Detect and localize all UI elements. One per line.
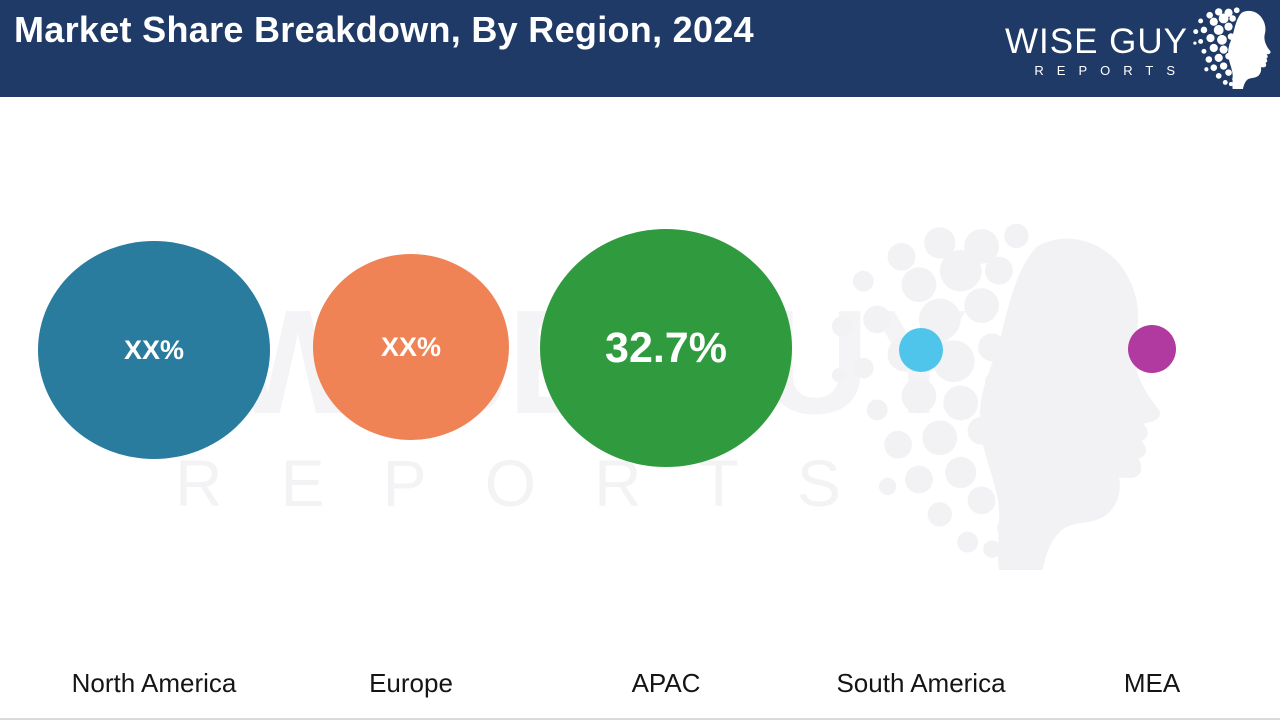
category-label-apac: APAC xyxy=(631,668,701,698)
bubble-value-label: XX% xyxy=(123,334,185,365)
category-label-europe: Europe xyxy=(369,668,453,698)
bubble-value-label: 32.7% xyxy=(605,323,727,372)
category-label-mea: MEA xyxy=(1123,668,1181,698)
watermark-head-icon xyxy=(800,222,1184,570)
brand-wordmark: WISE GUY REPORTS xyxy=(1005,24,1188,78)
bubble-europe: XX% xyxy=(313,254,509,440)
bubble-apac: 32.7% xyxy=(540,229,792,467)
brand-head-icon xyxy=(1190,6,1272,90)
brand-tagline-text: REPORTS xyxy=(1034,63,1188,78)
bubble-value-label: XX% xyxy=(380,331,442,362)
bubble-south-america xyxy=(899,328,943,372)
brand-name-text: WISE GUY xyxy=(1004,22,1188,61)
bubble-mea xyxy=(1128,325,1176,373)
page-title: Market Share Breakdown, By Region, 2024 xyxy=(14,9,754,50)
brand-logo: WISE GUY REPORTS xyxy=(1005,6,1272,90)
category-label-north-america: North America xyxy=(71,668,237,698)
category-label-south-america: South America xyxy=(836,668,1006,698)
watermark-reports-text: REPORTS xyxy=(175,446,899,520)
footer-divider-line xyxy=(0,718,1280,720)
bubble-north-america: XX% xyxy=(38,241,270,459)
header-bar: Market Share Breakdown, By Region, 2024 … xyxy=(0,0,1280,97)
